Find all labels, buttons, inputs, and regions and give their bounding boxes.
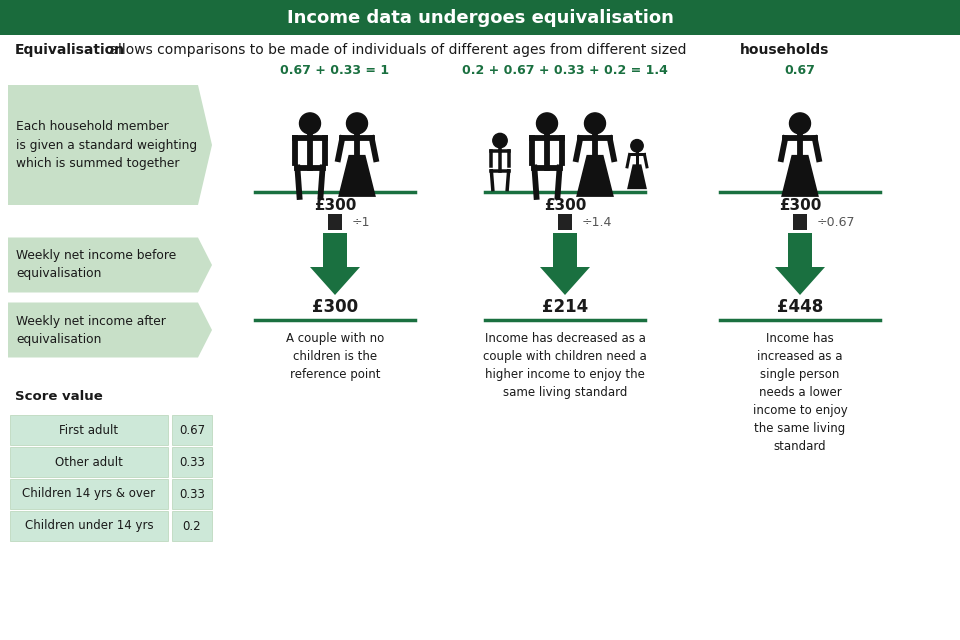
Polygon shape bbox=[775, 267, 825, 295]
FancyBboxPatch shape bbox=[172, 479, 212, 509]
Text: Income has
increased as a
single person
needs a lower
income to enjoy
the same l: Income has increased as a single person … bbox=[753, 332, 848, 453]
Text: Children under 14 yrs: Children under 14 yrs bbox=[25, 520, 154, 532]
Text: Children 14 yrs & over: Children 14 yrs & over bbox=[22, 488, 156, 500]
Text: Each household member
is given a standard weighting
which is summed together: Each household member is given a standar… bbox=[16, 120, 197, 170]
FancyBboxPatch shape bbox=[10, 511, 168, 541]
Text: £300: £300 bbox=[543, 198, 587, 212]
Circle shape bbox=[347, 113, 368, 134]
Text: First adult: First adult bbox=[60, 424, 119, 436]
Text: .: . bbox=[810, 43, 814, 57]
Circle shape bbox=[585, 113, 606, 134]
Text: 0.67: 0.67 bbox=[784, 63, 815, 77]
Text: £214: £214 bbox=[541, 298, 588, 316]
Circle shape bbox=[300, 113, 321, 134]
Text: 0.33: 0.33 bbox=[180, 456, 204, 468]
Circle shape bbox=[492, 133, 507, 148]
Polygon shape bbox=[627, 164, 647, 189]
Text: allows comparisons to be made of individuals of different ages from different si: allows comparisons to be made of individ… bbox=[105, 43, 691, 57]
Text: 0.33: 0.33 bbox=[180, 488, 204, 500]
Polygon shape bbox=[310, 267, 360, 295]
Text: ÷1: ÷1 bbox=[352, 216, 371, 228]
Text: 0.67: 0.67 bbox=[179, 424, 205, 436]
Polygon shape bbox=[338, 155, 376, 197]
FancyBboxPatch shape bbox=[10, 447, 168, 477]
Circle shape bbox=[631, 140, 643, 152]
Circle shape bbox=[537, 113, 558, 134]
FancyBboxPatch shape bbox=[172, 511, 212, 541]
Text: ÷1.4: ÷1.4 bbox=[582, 216, 612, 228]
Text: £300: £300 bbox=[314, 198, 356, 212]
Polygon shape bbox=[540, 267, 590, 295]
Circle shape bbox=[789, 113, 810, 134]
Polygon shape bbox=[576, 155, 613, 197]
FancyBboxPatch shape bbox=[323, 233, 347, 267]
FancyBboxPatch shape bbox=[558, 214, 572, 230]
Text: Income data undergoes equivalisation: Income data undergoes equivalisation bbox=[287, 9, 673, 27]
Text: Score value: Score value bbox=[15, 390, 103, 403]
FancyBboxPatch shape bbox=[328, 214, 342, 230]
FancyBboxPatch shape bbox=[172, 415, 212, 445]
Text: A couple with no
children is the
reference point: A couple with no children is the referen… bbox=[286, 332, 384, 381]
FancyBboxPatch shape bbox=[793, 214, 807, 230]
Text: 0.2 + 0.67 + 0.33 + 0.2 = 1.4: 0.2 + 0.67 + 0.33 + 0.2 = 1.4 bbox=[462, 63, 668, 77]
Text: Other adult: Other adult bbox=[55, 456, 123, 468]
Text: households: households bbox=[740, 43, 829, 57]
Text: ÷0.67: ÷0.67 bbox=[817, 216, 855, 228]
Polygon shape bbox=[8, 85, 212, 205]
FancyBboxPatch shape bbox=[10, 479, 168, 509]
Text: £300: £300 bbox=[312, 298, 358, 316]
Polygon shape bbox=[781, 155, 819, 197]
FancyBboxPatch shape bbox=[788, 233, 812, 267]
Text: 0.2: 0.2 bbox=[182, 520, 202, 532]
Text: Equivalisation: Equivalisation bbox=[15, 43, 125, 57]
Text: 0.67 + 0.33 = 1: 0.67 + 0.33 = 1 bbox=[280, 63, 390, 77]
Text: £300: £300 bbox=[779, 198, 821, 212]
Text: Weekly net income after
equivalisation: Weekly net income after equivalisation bbox=[16, 314, 166, 346]
FancyBboxPatch shape bbox=[553, 233, 577, 267]
Text: £448: £448 bbox=[777, 298, 823, 316]
Text: Weekly net income before
equivalisation: Weekly net income before equivalisation bbox=[16, 250, 177, 280]
Text: Income has decreased as a
couple with children need a
higher income to enjoy the: Income has decreased as a couple with ch… bbox=[483, 332, 647, 399]
FancyBboxPatch shape bbox=[172, 447, 212, 477]
Polygon shape bbox=[8, 237, 212, 292]
FancyBboxPatch shape bbox=[10, 415, 168, 445]
FancyBboxPatch shape bbox=[0, 0, 960, 35]
Polygon shape bbox=[8, 303, 212, 358]
